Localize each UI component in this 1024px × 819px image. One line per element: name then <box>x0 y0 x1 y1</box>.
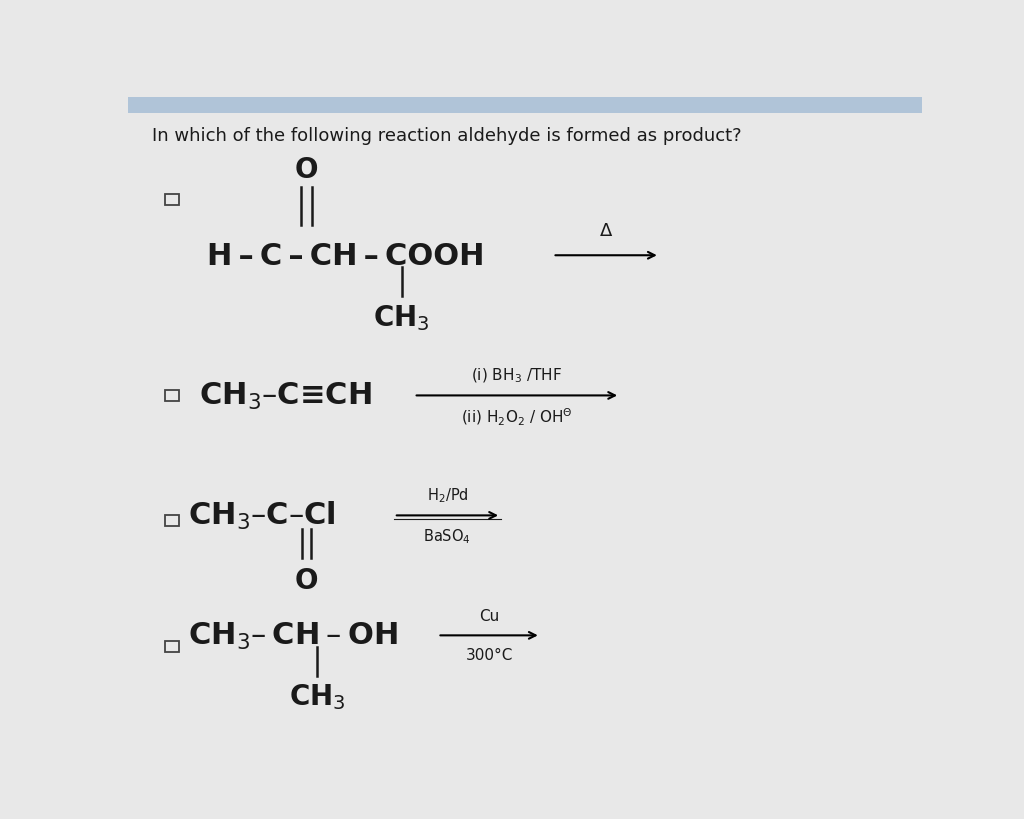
Bar <box>165 515 179 527</box>
Bar <box>165 391 179 401</box>
Text: CH$_3$: CH$_3$ <box>289 681 345 711</box>
Text: BaSO$_4$: BaSO$_4$ <box>424 527 471 545</box>
Text: CH$_3$–C–Cl: CH$_3$–C–Cl <box>187 500 335 532</box>
Bar <box>128 98 922 114</box>
Text: In which of the following reaction aldehyde is formed as product?: In which of the following reaction aldeh… <box>152 127 741 145</box>
Text: CH$_3$– CH – OH: CH$_3$– CH – OH <box>187 620 397 651</box>
Text: Δ: Δ <box>600 222 612 240</box>
Text: H – C – CH – COOH: H – C – CH – COOH <box>207 242 484 270</box>
Text: (ii) H$_2$O$_2$ / OH$^\Theta$: (ii) H$_2$O$_2$ / OH$^\Theta$ <box>461 406 572 427</box>
Text: CH$_3$: CH$_3$ <box>374 303 430 333</box>
Bar <box>165 195 179 206</box>
Text: (i) BH$_3$ /THF: (i) BH$_3$ /THF <box>471 366 562 385</box>
Text: O: O <box>295 566 318 594</box>
Text: H$_2$/Pd: H$_2$/Pd <box>427 486 468 505</box>
Text: 300°C: 300°C <box>465 647 513 662</box>
Bar <box>165 641 179 653</box>
Text: O: O <box>295 156 318 183</box>
Text: Cu: Cu <box>479 608 500 623</box>
Text: CH$_3$–C≡CH: CH$_3$–C≡CH <box>200 380 373 411</box>
